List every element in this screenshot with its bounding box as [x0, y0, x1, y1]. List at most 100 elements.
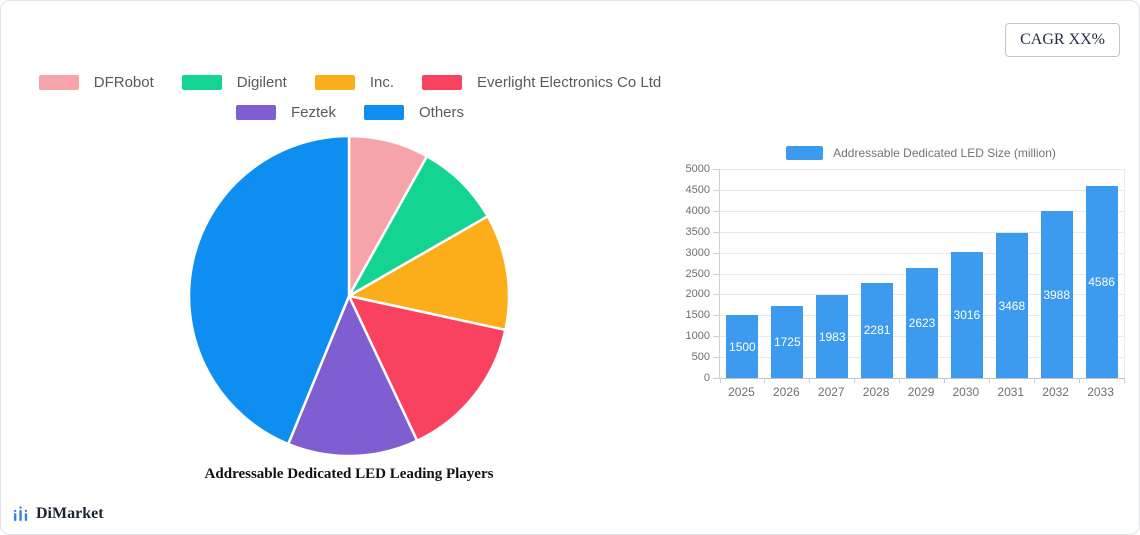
- x-axis-label-2033: 2033: [1087, 385, 1114, 399]
- pie-slice-everlight-electronics-co-ltd[interactable]: [347, 294, 507, 443]
- legend-swatch: [235, 105, 276, 120]
- y-axis-tick-label: 1000: [685, 330, 710, 343]
- x-axis-label-2025: 2025: [728, 385, 755, 399]
- brand-logo: DiMarket: [13, 505, 104, 523]
- y-axis-tick-label: 1500: [685, 309, 710, 322]
- bar-legend-item[interactable]: Addressable Dedicated LED Size (million): [719, 146, 1123, 160]
- bar-2026[interactable]: 1725: [771, 305, 804, 378]
- pie-slice-others[interactable]: [187, 134, 351, 446]
- bar-value-label: 2281: [863, 323, 891, 338]
- legend-label: Inc.: [369, 74, 394, 91]
- x-axis-tick: [764, 378, 766, 383]
- y-axis-tick: [713, 273, 720, 275]
- x-axis-label-2030: 2030: [952, 385, 980, 399]
- bar-legend-label: Addressable Dedicated LED Size (million): [833, 146, 1056, 160]
- bar-plot-area: 0 500 1000 1500 2000 2500 3000 3500 4000 4500 5000…: [686, 164, 1125, 384]
- legend-label: Others: [419, 104, 465, 121]
- bar-value-label: 1983: [818, 329, 846, 344]
- gridline: [720, 210, 1124, 212]
- x-axis-label-2026: 2026: [772, 385, 800, 399]
- y-axis-tick: [713, 378, 720, 379]
- gridline: [720, 231, 1124, 233]
- pie-legend: DFRobot Digilent Inc. Everlight Electronics…: [0, 74, 700, 121]
- legend-swatch: [181, 75, 222, 90]
- legend-item-everlight-electronics-co-ltd[interactable]: Everlight Electronics Co Ltd: [422, 74, 661, 91]
- bar-2032[interactable]: 3988: [1040, 211, 1073, 378]
- bar-value-label: 3468: [998, 298, 1026, 313]
- bar-value-label: 3016: [953, 307, 981, 322]
- gridline: [720, 189, 1124, 191]
- bar-2029[interactable]: 2623: [906, 268, 938, 378]
- legend-item-digilent[interactable]: Digilent: [181, 74, 287, 91]
- bar-2033[interactable]: 4586: [1085, 186, 1118, 378]
- y-axis-tick: [713, 169, 720, 170]
- pie-legend-row: Feztek Others: [0, 104, 700, 121]
- legend-label: Feztek: [290, 104, 336, 121]
- x-axis-tick: [899, 378, 901, 383]
- pie-chart: [187, 134, 511, 458]
- pie-chart-title: Addressable Dedicated LED Leading Player…: [204, 466, 494, 482]
- x-axis-label-2031: 2031: [997, 385, 1025, 399]
- y-axis-tick: [713, 189, 720, 191]
- dimarket-bars-icon: [13, 505, 28, 521]
- brand-name: DiMarket: [36, 505, 104, 522]
- gridline: [720, 252, 1124, 254]
- x-axis-line: [720, 378, 1124, 379]
- y-axis-tick-label: 5000: [685, 163, 710, 175]
- legend-item-feztek[interactable]: Feztek: [235, 104, 336, 121]
- y-axis-tick-label: 2000: [685, 288, 710, 301]
- bar-value-label: 3988: [1043, 287, 1071, 302]
- y-axis-tick-label: 4500: [685, 183, 710, 196]
- bar-2025[interactable]: 1500: [726, 315, 759, 378]
- x-axis-tick: [809, 378, 811, 383]
- legend-swatch: [314, 75, 355, 90]
- pie-legend-row: DFRobot Digilent Inc. Everlight Electronics…: [0, 74, 700, 91]
- x-axis-tick: [988, 378, 990, 383]
- y-axis-tick: [713, 315, 720, 317]
- x-axis-label-2032: 2032: [1042, 385, 1069, 399]
- y-axis-tick: [713, 231, 720, 233]
- y-axis-tick-label: 4000: [685, 204, 710, 217]
- y-axis-tick: [713, 252, 720, 254]
- bar-chart: Addressable Dedicated LED Size (million)…: [686, 146, 1125, 405]
- bar-value-label: 1500: [729, 339, 756, 354]
- pie-slice-feztek[interactable]: [286, 294, 419, 458]
- y-axis-tick-label: 2500: [685, 267, 710, 280]
- x-axis-tick: [943, 378, 945, 383]
- x-axis-tick: [1078, 378, 1080, 383]
- legend-label: Digilent: [236, 74, 287, 91]
- x-axis-tick: [1033, 378, 1035, 383]
- y-axis-tick-label: 3000: [685, 246, 710, 259]
- x-axis-tick: [1123, 378, 1125, 383]
- x-axis-tick: [854, 378, 856, 383]
- y-axis-tick: [713, 357, 720, 359]
- y-axis-tick-label: 0: [703, 372, 710, 384]
- legend-item-others[interactable]: Others: [364, 104, 464, 121]
- bar-2031[interactable]: 3468: [995, 233, 1028, 378]
- y-axis-tick-label: 3500: [685, 225, 710, 238]
- bar-2028[interactable]: 2281: [861, 282, 894, 378]
- legend-label: Everlight Electronics Co Ltd: [477, 74, 662, 91]
- bar-value-label: 2623: [908, 316, 936, 331]
- bar-value-label: 4586: [1088, 275, 1115, 290]
- legend-swatch: [38, 75, 79, 90]
- legend-swatch: [422, 75, 462, 90]
- y-axis-tick: [713, 210, 720, 212]
- bar-2027[interactable]: 1983: [816, 295, 849, 378]
- x-axis-tick: [719, 378, 721, 383]
- legend-item-dfrobot[interactable]: DFRobot: [38, 74, 154, 91]
- pie-slice-digilent[interactable]: [347, 155, 489, 298]
- x-axis-label-2028: 2028: [862, 385, 890, 399]
- pie-slice-inc[interactable]: [347, 215, 511, 332]
- y-axis-tick-label: 500: [691, 351, 710, 364]
- bar-legend-swatch: [786, 146, 824, 160]
- bar-x-axis: 2025 2026 2027 2028 2029 2030 2031 2032 2033: [719, 385, 1123, 405]
- cagr-badge[interactable]: CAGR XX%: [1005, 23, 1120, 57]
- gridline: [720, 169, 1124, 170]
- x-axis-label-2027: 2027: [817, 385, 845, 399]
- legend-item-inc[interactable]: Inc.: [314, 74, 394, 91]
- x-axis-label-2029: 2029: [907, 385, 935, 399]
- bar-2030[interactable]: 3016: [950, 251, 983, 378]
- y-axis-tick: [713, 336, 720, 338]
